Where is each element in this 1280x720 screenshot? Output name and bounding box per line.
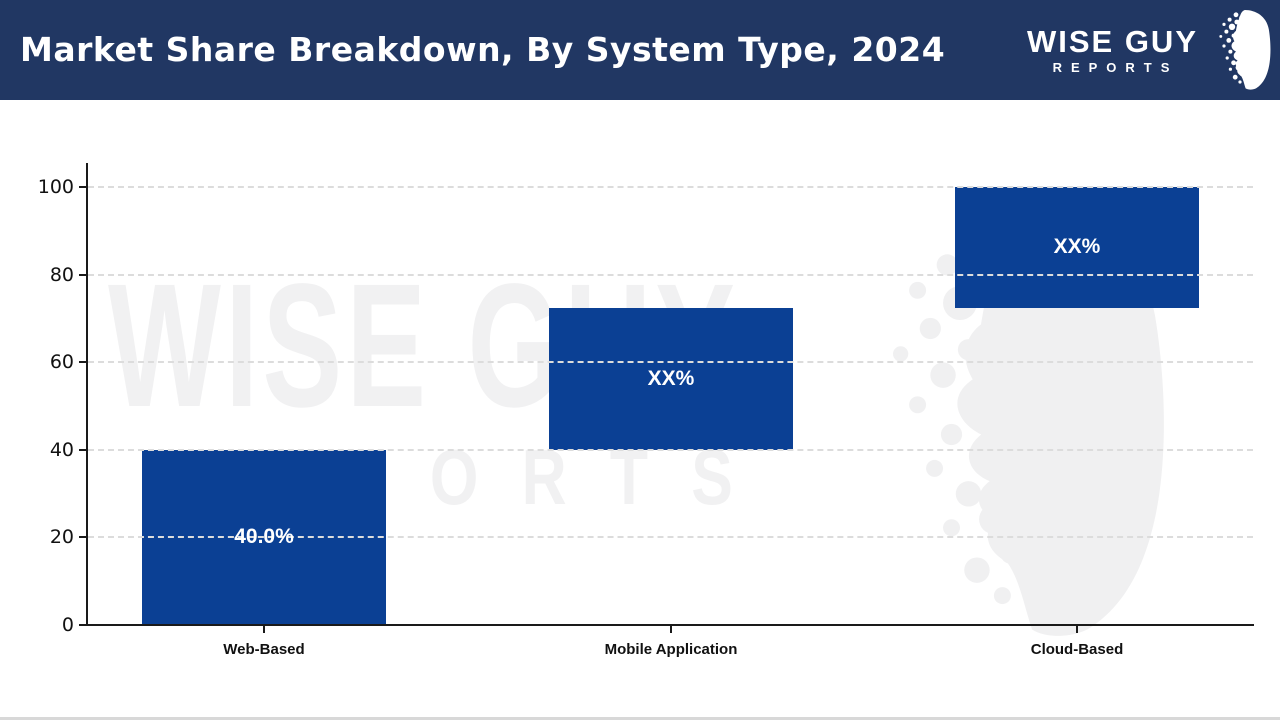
bar <box>955 187 1199 308</box>
watermark-head-dots-icon <box>893 214 1164 636</box>
y-tick-label: 100 <box>37 176 74 199</box>
x-tick-label: Mobile Application <box>604 641 738 658</box>
y-tick-label: 60 <box>49 351 74 374</box>
x-tick <box>263 626 265 633</box>
y-tick-label: 80 <box>49 263 74 286</box>
y-tick <box>79 624 86 626</box>
brand-logo: WISE GUY REPORTS <box>1027 6 1272 94</box>
y-tick <box>79 448 86 451</box>
brand-wordmark-line1: WISE GUY <box>1026 24 1198 59</box>
x-tick-label: Web-Based <box>223 641 305 658</box>
bottom-border <box>0 717 1280 720</box>
y-tick <box>79 186 86 189</box>
header: Market Share Breakdown, By System Type, … <box>0 0 1280 100</box>
y-tick <box>79 361 86 364</box>
y-tick <box>79 536 86 539</box>
brand-wordmark: WISE GUY REPORTS <box>1027 26 1198 74</box>
brand-head-dots-icon <box>1219 10 1271 90</box>
gridline <box>88 361 1253 364</box>
y-tick-label: 20 <box>49 526 74 549</box>
y-tick-label: 0 <box>61 614 74 636</box>
gridline <box>88 273 1253 276</box>
bar-value-label: XX% <box>1053 235 1101 259</box>
y-tick-label: 40 <box>49 438 74 461</box>
brand-wordmark-line2: REPORTS <box>1052 60 1179 75</box>
x-tick-label: Cloud-Based <box>1030 641 1124 658</box>
x-axis <box>86 624 1254 626</box>
x-tick <box>1076 626 1078 633</box>
x-tick <box>670 626 672 633</box>
gridline <box>88 448 1253 451</box>
gridline <box>88 536 1253 539</box>
y-tick <box>79 273 86 276</box>
bar-value-label: XX% <box>647 366 695 390</box>
bar <box>549 307 793 450</box>
bar-value-label: 40.0% <box>234 525 294 549</box>
y-axis <box>86 163 88 626</box>
gridline <box>88 186 1253 189</box>
page-title: Market Share Breakdown, By System Type, … <box>20 30 946 69</box>
